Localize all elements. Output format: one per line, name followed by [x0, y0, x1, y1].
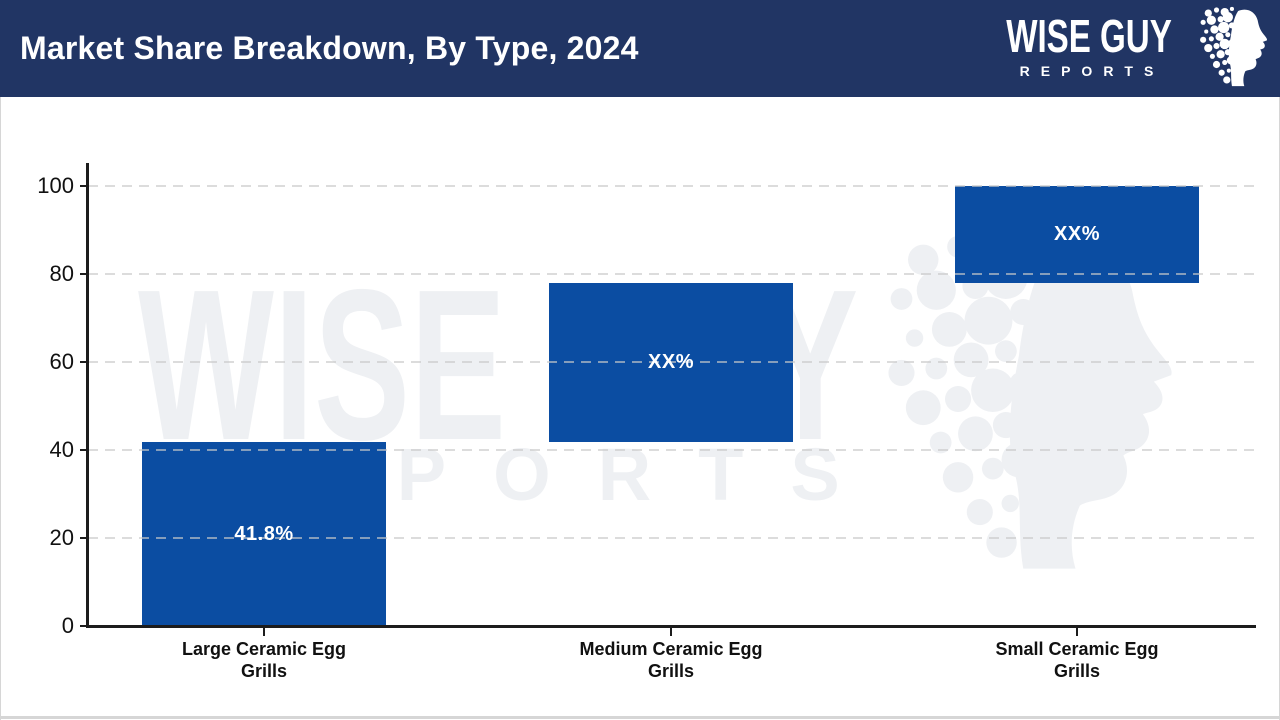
- x-axis-line: [86, 625, 1256, 628]
- y-tick-80: [80, 273, 88, 275]
- plot-area: WISE GUY REPORTS 0 20 40 60 80 100 41.8% Large …: [0, 97, 1280, 720]
- y-tick-label-40: 40: [49, 437, 74, 462]
- bar-value-label-3: XX%: [1054, 223, 1100, 246]
- gridline-40: [88, 449, 1254, 451]
- gridline-100: [88, 185, 1254, 187]
- y-tick-label-80: 80: [49, 261, 74, 286]
- y-tick-100: [80, 185, 88, 187]
- page-left-border: [0, 97, 1, 720]
- x-category-label-line: Small Ceramic Egg: [995, 639, 1159, 659]
- wiseguy-logo: WISE GUY REPORTS: [974, 4, 1270, 88]
- x-tick-3: [1076, 628, 1078, 636]
- x-category-label-line: Large Ceramic Egg: [181, 639, 347, 659]
- y-tick-label-0: 0: [61, 613, 74, 638]
- header-bar: Market Share Breakdown, By Type, 2024 WI…: [0, 0, 1280, 97]
- x-category-label-1: Large Ceramic Egg Grills: [104, 638, 424, 682]
- logo-wordmark-line2: REPORTS: [1019, 63, 1165, 79]
- x-tick-1: [263, 628, 265, 636]
- gridline-60: [88, 361, 1254, 363]
- x-category-label-line: Grills: [647, 661, 695, 681]
- logo-wordmark-line1: WISE GUY: [1006, 10, 1172, 62]
- y-tick-label-100: 100: [37, 173, 74, 198]
- bar-1: [142, 442, 386, 626]
- y-axis-line: [86, 163, 89, 628]
- y-tick-label-20: 20: [49, 525, 74, 550]
- x-category-label-3: Small Ceramic Egg Grills: [917, 638, 1237, 682]
- gridline-80: [88, 273, 1254, 275]
- bar-value-label-2: XX%: [648, 351, 694, 374]
- x-category-label-2: Medium Ceramic Egg Grills: [511, 638, 831, 682]
- x-tick-2: [670, 628, 672, 636]
- y-tick-20: [80, 537, 88, 539]
- bar-3: [955, 186, 1199, 284]
- bar-value-label-1: 41.8%: [234, 522, 294, 545]
- logo-head-icon: [1198, 4, 1270, 88]
- logo-wordmark: WISE GUY REPORTS: [974, 13, 1204, 79]
- x-category-label-line: Grills: [240, 661, 288, 681]
- y-tick-label-60: 60: [49, 349, 74, 374]
- x-category-label-line: Medium Ceramic Egg: [579, 639, 763, 659]
- chart-title: Market Share Breakdown, By Type, 2024: [20, 30, 639, 66]
- y-tick-60: [80, 361, 88, 363]
- y-tick-40: [80, 449, 88, 451]
- page-bottom-border: [0, 716, 1280, 719]
- x-category-label-line: Grills: [1053, 661, 1101, 681]
- gridline-20: [88, 537, 1254, 539]
- y-tick-0: [80, 625, 88, 627]
